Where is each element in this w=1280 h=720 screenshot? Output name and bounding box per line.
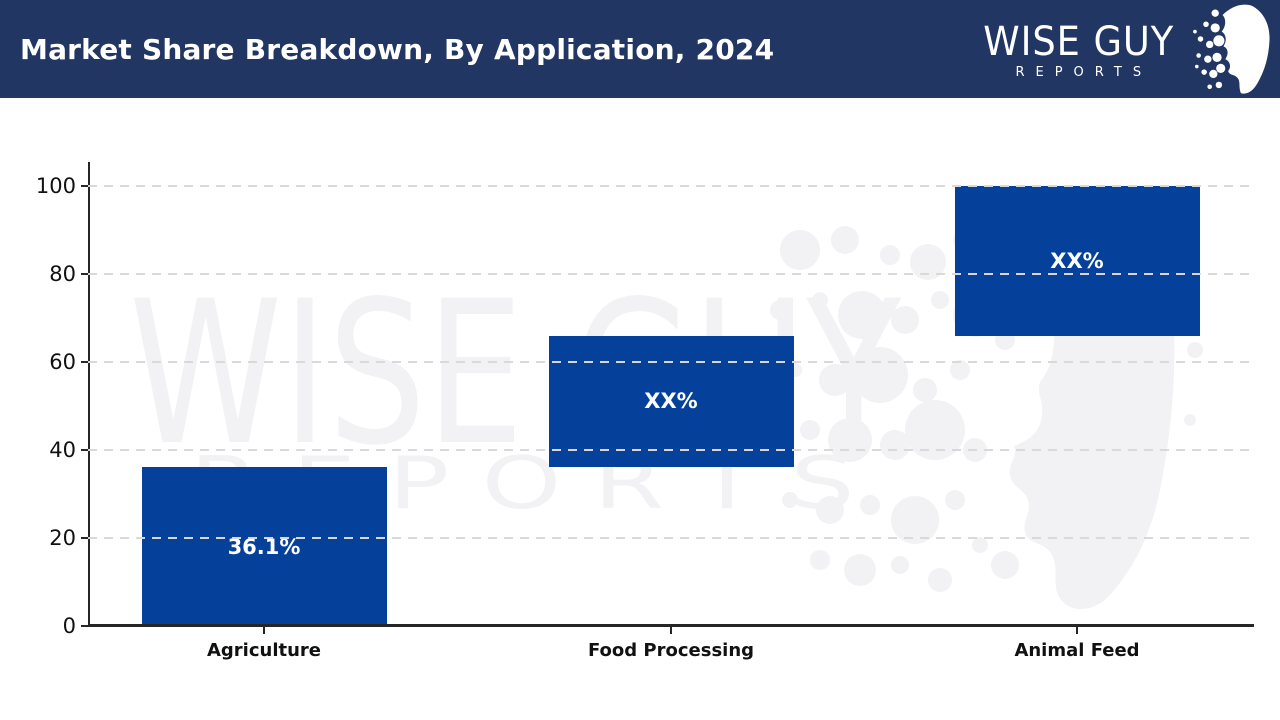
x-category-label-animal-feed: Animal Feed — [1014, 640, 1140, 661]
x-tick-food-processing — [670, 627, 672, 634]
y-tick-100 — [81, 185, 88, 187]
y-tick-label-100: 100 — [35, 174, 76, 198]
gridline-100 — [88, 185, 1253, 187]
y-tick-20 — [81, 537, 88, 539]
header: Market Share Breakdown, By Application, … — [0, 0, 1280, 98]
gridline-60 — [88, 361, 1253, 363]
x-category-label-agriculture: Agriculture — [206, 640, 322, 661]
y-tick-label-20: 20 — [49, 526, 76, 550]
page-title: Market Share Breakdown, By Application, … — [20, 32, 775, 66]
brand-logo-text: WISE GUY REPORTS — [975, 22, 1182, 79]
bar-value-label-food-processing: XX% — [644, 389, 698, 414]
y-tick-label-40: 40 — [49, 438, 76, 462]
y-tick-0 — [81, 625, 88, 627]
x-axis-line — [88, 624, 1254, 627]
y-axis-line — [88, 162, 90, 626]
gridline-80 — [88, 273, 1253, 275]
bar-animal-feed: XX% — [954, 186, 1200, 336]
x-category-label-food-processing: Food Processing — [587, 640, 755, 661]
brand-subtitle: REPORTS — [1015, 64, 1153, 80]
gridline-40 — [88, 449, 1253, 451]
x-tick-agriculture — [263, 627, 265, 634]
gridline-20 — [88, 537, 1253, 539]
brand-logo: WISE GUY REPORTS — [975, 4, 1272, 94]
y-tick-label-0: 0 — [62, 614, 76, 638]
bar-agriculture: 36.1% — [141, 467, 387, 626]
y-tick-label-80: 80 — [49, 262, 76, 286]
logo-face-icon — [1193, 4, 1270, 94]
y-tick-80 — [81, 273, 88, 275]
y-tick-60 — [81, 361, 88, 363]
y-tick-label-60: 60 — [49, 350, 76, 374]
bar-food-processing: XX% — [548, 335, 794, 468]
x-tick-animal-feed — [1076, 627, 1078, 634]
brand-name: WISE GUY — [982, 18, 1174, 65]
bar-value-label-animal-feed: XX% — [1050, 248, 1104, 273]
y-tick-40 — [81, 449, 88, 451]
chart-plot-area: WISE GUY R E P O R T S — [0, 98, 1280, 720]
